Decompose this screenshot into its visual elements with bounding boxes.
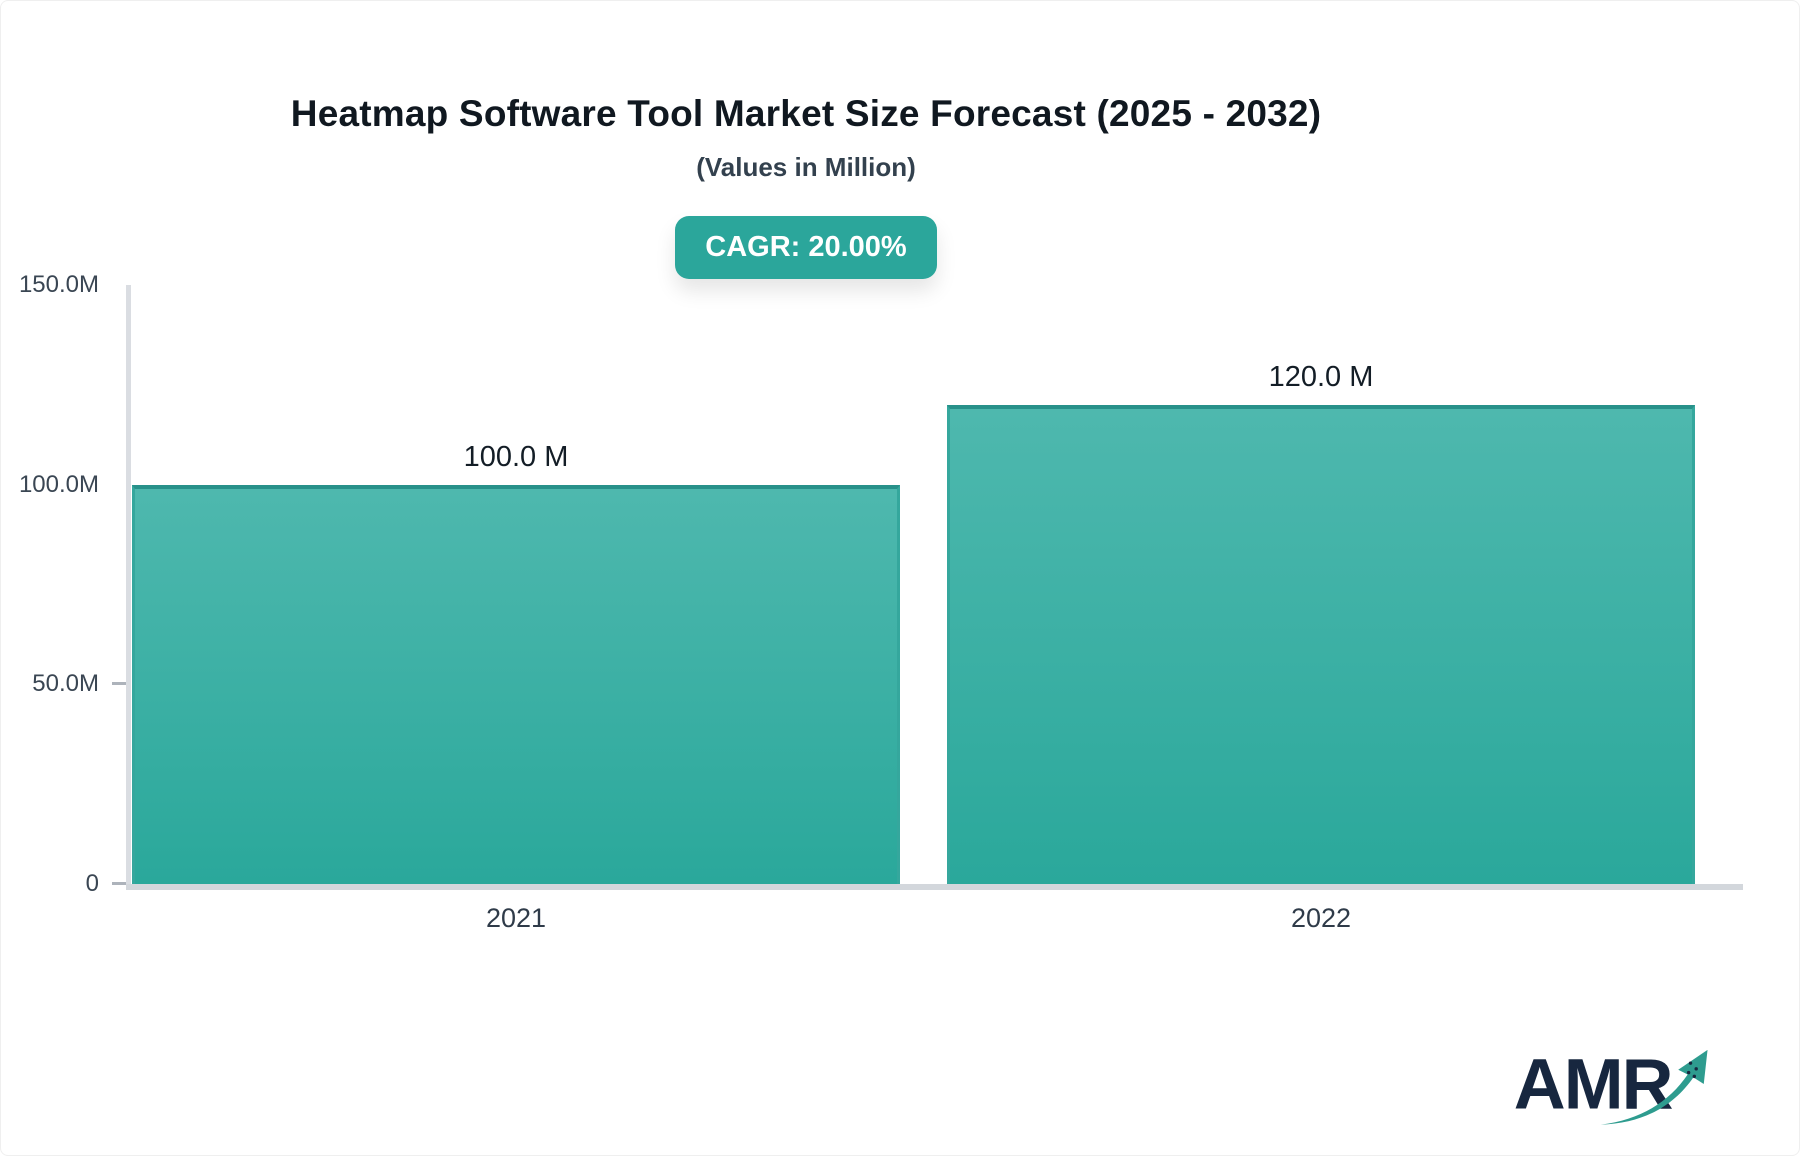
cagr-badge: CAGR: 20.00% bbox=[675, 216, 937, 279]
y-axis-line bbox=[126, 285, 131, 890]
category-2022: 120.0 M bbox=[947, 285, 1695, 884]
category-2021: 100.0 M bbox=[132, 285, 900, 884]
x-tick-label-2021: 2021 bbox=[485, 903, 547, 933]
bar-series: 100.0 M 120.0 M bbox=[132, 285, 1695, 884]
y-tick-dash bbox=[112, 882, 126, 885]
amr-logo: AMR bbox=[1514, 1045, 1708, 1125]
x-axis-line bbox=[126, 884, 1743, 890]
y-tick-label: 50.0M bbox=[32, 670, 99, 698]
bar-2021 bbox=[132, 484, 900, 884]
bar-2022 bbox=[947, 404, 1695, 884]
y-tick-label: 0 bbox=[85, 870, 99, 897]
amr-logo-arrow-icon bbox=[1600, 1049, 1708, 1125]
y-tick-label: 100.0M bbox=[18, 470, 99, 498]
chart-subtitle: (Values in Million) bbox=[696, 152, 916, 182]
chart-title: Heatmap Software Tool Market Size Foreca… bbox=[290, 93, 1322, 134]
chart-header: Heatmap Software Tool Market Size Foreca… bbox=[1, 93, 1611, 279]
x-tick-label-2022: 2022 bbox=[1290, 903, 1352, 933]
bar-value-label-2021: 100.0 M bbox=[463, 440, 569, 473]
bar-value-label-2022: 120.0 M bbox=[1268, 360, 1374, 393]
y-axis: 150.0M 100.0M 50.0M 0 bbox=[9, 271, 129, 897]
y-tick-dash bbox=[112, 682, 126, 686]
y-tick-label: 150.0M bbox=[18, 271, 99, 298]
